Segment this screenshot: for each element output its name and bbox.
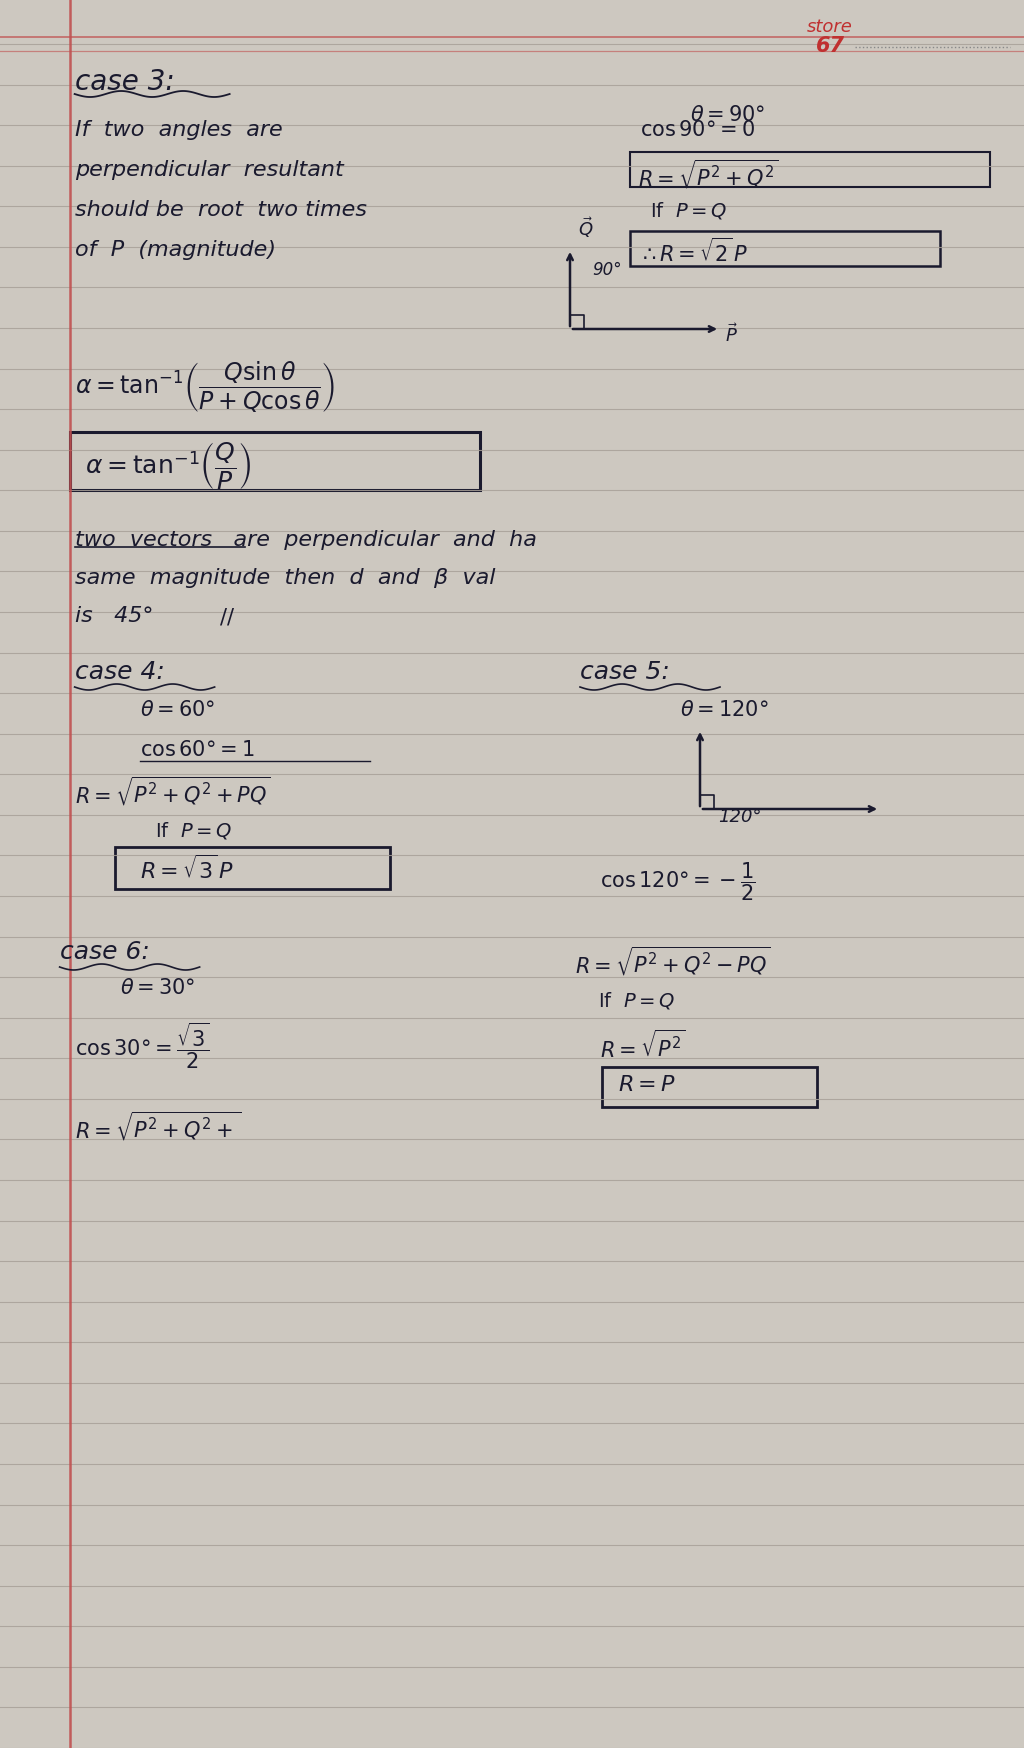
Text: If  two  angles  are: If two angles are (75, 121, 283, 140)
Text: $\theta = 60°$: $\theta = 60°$ (140, 699, 215, 720)
Text: $R = \sqrt{P^2 + Q^2 + PQ}$: $R = \sqrt{P^2 + Q^2 + PQ}$ (75, 774, 270, 808)
Text: $\theta = 30°$: $\theta = 30°$ (120, 977, 196, 998)
Text: $R = \sqrt{P^2 + Q^2}$: $R = \sqrt{P^2 + Q^2}$ (638, 157, 779, 191)
Text: $\cos 60° = 1$: $\cos 60° = 1$ (140, 739, 255, 760)
Text: of  P  (magnitude): of P (magnitude) (75, 239, 275, 260)
Text: //: // (219, 608, 233, 628)
Text: $\cos 30° = \dfrac{\sqrt{3}}{2}$: $\cos 30° = \dfrac{\sqrt{3}}{2}$ (75, 1019, 209, 1070)
Text: $R = \sqrt{3}\,P$: $R = \sqrt{3}\,P$ (140, 855, 234, 883)
Text: $\theta = 90°$: $\theta = 90°$ (690, 105, 766, 124)
Text: case 6:: case 6: (59, 939, 150, 963)
Text: $R = \sqrt{P^2}$: $R = \sqrt{P^2}$ (600, 1030, 686, 1061)
Text: two  vectors   are  perpendicular  and  ha: two vectors are perpendicular and ha (75, 530, 537, 549)
Text: perpendicular  resultant: perpendicular resultant (75, 159, 343, 180)
Bar (602, 1068, 817, 1108)
Text: $\theta = 120°$: $\theta = 120°$ (680, 699, 769, 720)
Text: $\alpha = \tan^{-1}\!\left(\dfrac{Q\sin\theta}{P + Q\cos\theta}\right)$: $\alpha = \tan^{-1}\!\left(\dfrac{Q\sin\… (75, 360, 335, 414)
Text: 120°: 120° (718, 808, 762, 825)
Text: store: store (807, 17, 853, 37)
Text: case 3:: case 3: (75, 68, 174, 96)
Text: $\cos 120° = -\dfrac{1}{2}$: $\cos 120° = -\dfrac{1}{2}$ (600, 860, 756, 902)
Bar (70, 434, 479, 491)
Bar (630, 152, 990, 187)
Text: If  $P = Q$: If $P = Q$ (155, 820, 232, 841)
Text: is   45°: is 45° (75, 605, 154, 626)
Bar (115, 848, 390, 890)
Text: $R = \sqrt{P^2 + Q^2 +}$: $R = \sqrt{P^2 + Q^2 +}$ (75, 1110, 241, 1143)
Text: 67: 67 (815, 37, 845, 56)
Text: case 4:: case 4: (75, 659, 165, 683)
Text: $\alpha = \tan^{-1}\!\left(\dfrac{Q}{P}\right)$: $\alpha = \tan^{-1}\!\left(\dfrac{Q}{P}\… (85, 440, 251, 491)
Text: If  $P = Q$: If $P = Q$ (650, 199, 727, 220)
Text: $R = P$: $R = P$ (618, 1075, 676, 1094)
Text: $\cos 90° = 0$: $\cos 90° = 0$ (640, 121, 755, 140)
Text: $\vec{P}$: $\vec{P}$ (725, 323, 738, 346)
Text: $\vec{Q}$: $\vec{Q}$ (578, 215, 594, 239)
Text: $R = \sqrt{P^2 + Q^2 - PQ}$: $R = \sqrt{P^2 + Q^2 - PQ}$ (575, 944, 770, 977)
Text: $\therefore R = \sqrt{2}\,P$: $\therefore R = \sqrt{2}\,P$ (638, 238, 749, 266)
Text: same  magnitude  then  d  and  β  val: same magnitude then d and β val (75, 568, 495, 587)
Bar (630, 232, 940, 267)
Text: 90°: 90° (592, 260, 622, 280)
Text: case 5:: case 5: (580, 659, 670, 683)
Text: should be  root  two times: should be root two times (75, 199, 367, 220)
Text: If  $P = Q$: If $P = Q$ (598, 989, 675, 1010)
